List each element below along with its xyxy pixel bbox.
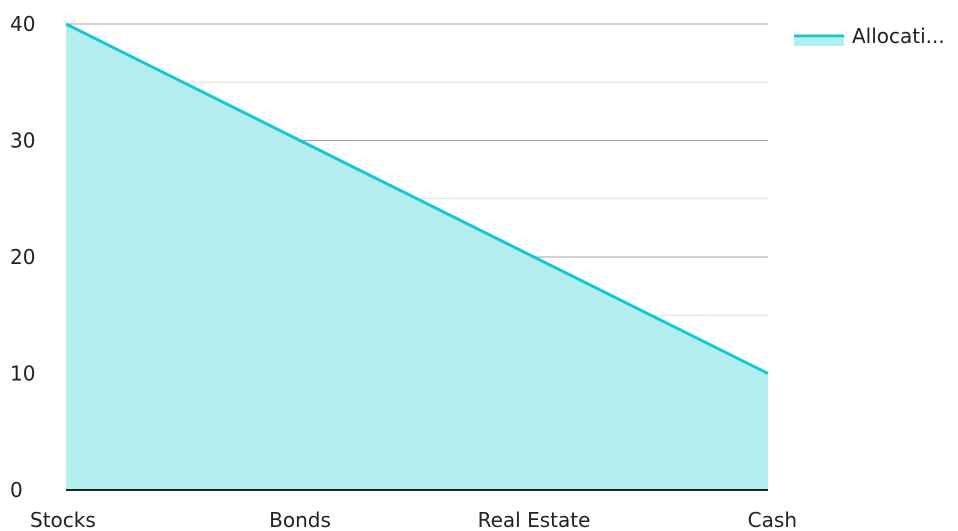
x-tick-label: Cash [748,508,797,531]
y-tick-label: 20 [10,245,35,269]
y-axis-ticks: 0 10 20 30 40 [10,12,35,502]
legend: Allocati... [794,24,945,48]
legend-fill-swatch [794,38,844,46]
x-axis-ticks: Stocks Bonds Real Estate Cash [30,508,797,531]
y-tick-label: 30 [10,129,35,153]
series-line [65,22,769,375]
y-tick-label: 40 [10,12,35,36]
x-tick-label: Bonds [269,508,331,531]
y-tick-label: 0 [10,478,23,502]
x-tick-label: Real Estate [478,508,591,531]
y-tick-label: 10 [10,362,35,386]
legend-label: Allocati... [852,24,945,48]
series-area-fill [66,24,768,490]
plot-area [65,22,769,490]
x-tick-label: Stocks [30,508,96,531]
